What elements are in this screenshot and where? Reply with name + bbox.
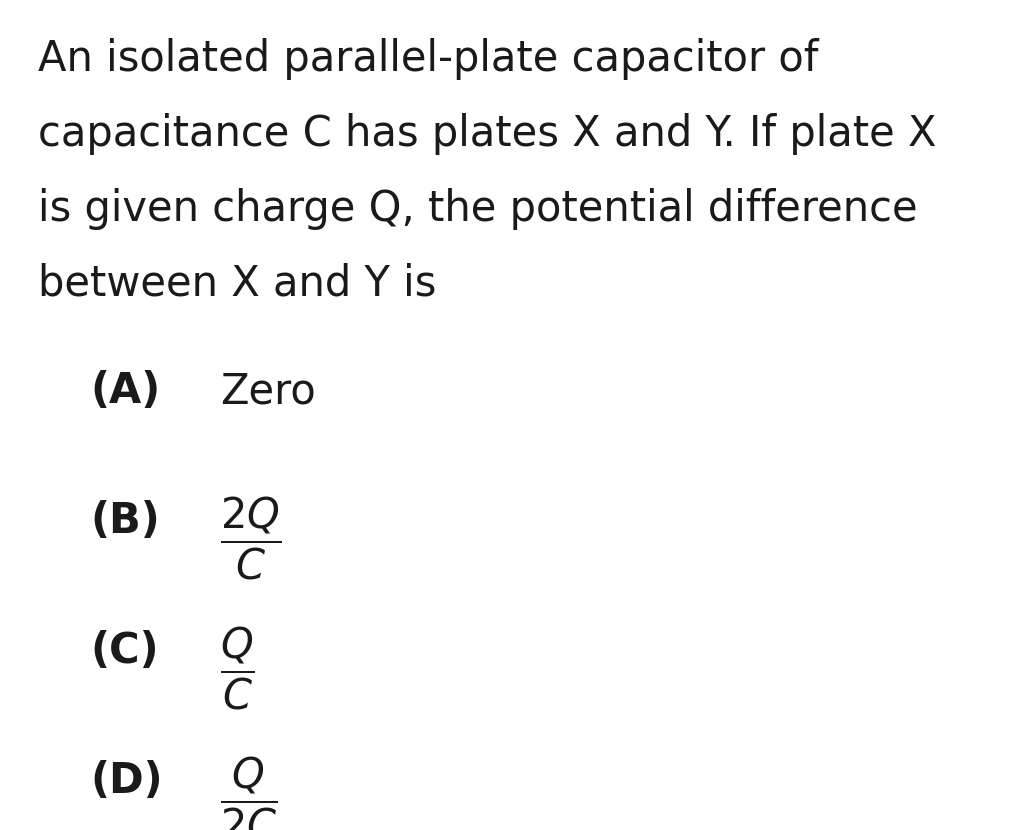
Text: (D): (D) — [90, 760, 163, 802]
Text: An isolated parallel-plate capacitor of: An isolated parallel-plate capacitor of — [38, 38, 818, 80]
Text: capacitance C has plates X and Y. If plate X: capacitance C has plates X and Y. If pla… — [38, 113, 937, 155]
Text: $\dfrac{2Q}{C}$: $\dfrac{2Q}{C}$ — [220, 495, 282, 582]
Text: between X and Y is: between X and Y is — [38, 263, 436, 305]
Text: Zero: Zero — [220, 370, 315, 412]
Text: is given charge Q, the potential difference: is given charge Q, the potential differe… — [38, 188, 918, 230]
Text: $\dfrac{Q}{2C}$: $\dfrac{Q}{2C}$ — [220, 755, 278, 830]
Text: (A): (A) — [90, 370, 160, 412]
Text: $\dfrac{Q}{C}$: $\dfrac{Q}{C}$ — [220, 625, 255, 712]
Text: (B): (B) — [90, 500, 160, 542]
Text: (C): (C) — [90, 630, 159, 672]
